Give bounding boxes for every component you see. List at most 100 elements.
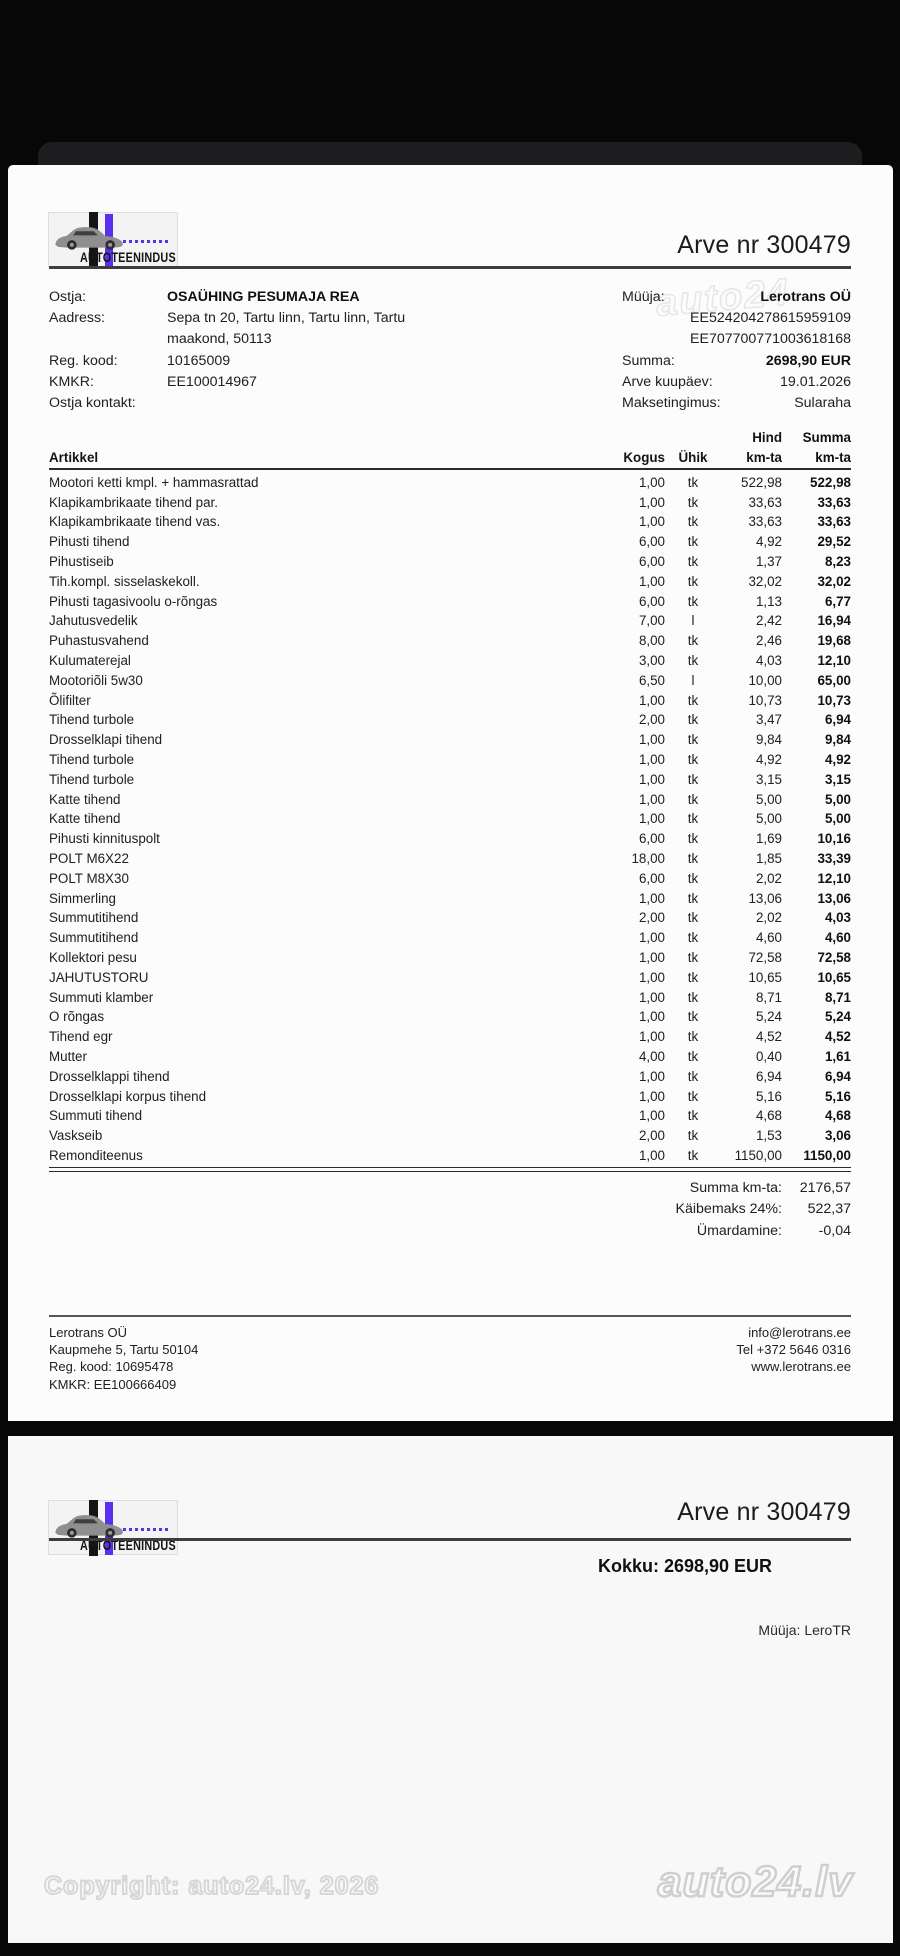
- cell-c5: 12,10: [817, 653, 851, 669]
- cell-c4: 33,63: [748, 514, 782, 530]
- table-row: Pihusti kinnituspolt 6,00 tk 1,69 10,16: [49, 829, 851, 849]
- table-row: Tih.kompl. sisselaskekoll. 1,00 tk 32,02 32,…: [49, 571, 851, 591]
- cell-c5: 10,73: [817, 692, 851, 708]
- cell-c2: 1,00: [638, 791, 665, 807]
- cell-c1: POLT M6X22: [49, 851, 129, 867]
- cell-c4: 3,15: [755, 771, 782, 787]
- table-row: Katte tihend 1,00 tk 5,00 5,00: [49, 809, 851, 829]
- table-row: Drosselklappi tihend 1,00 tk 6,94 6,94: [49, 1066, 851, 1086]
- buyer-row: maakond, 50113: [49, 329, 519, 350]
- seller-row: EE707700771003618168: [622, 329, 851, 350]
- cell-c2: 6,50: [638, 672, 665, 688]
- table-row: Tihend turbole 2,00 tk 3,47 6,94: [49, 710, 851, 730]
- cell-c1: Summuti tihend: [49, 1108, 143, 1124]
- table-row: Tihend turbole 1,00 tk 4,92 4,92: [49, 750, 851, 770]
- totals-value: 2176,57: [799, 1180, 851, 1196]
- seller-row: Arve kuupäev: 19.01.2026: [622, 372, 851, 393]
- buyer-value: maakond, 50113: [167, 331, 272, 348]
- table-row: Summutitihend 2,00 tk 2,02 4,03: [49, 908, 851, 928]
- cell-c5: 10,65: [817, 969, 851, 985]
- cell-c3: l: [691, 613, 695, 629]
- cell-c5: 32,02: [817, 573, 851, 589]
- cell-c4: 2,42: [755, 613, 782, 629]
- cell-c1: Mutter: [49, 1049, 87, 1064]
- cell-c2: 1,00: [638, 969, 665, 985]
- cell-c1: Vaskseib: [49, 1128, 103, 1144]
- cell-c1: Klapikambrikaate tihend par.: [49, 494, 218, 510]
- cell-c1: Drosselklapi korpus tihend: [49, 1088, 207, 1104]
- cell-c4: 2,46: [755, 633, 782, 649]
- footer-line: Kaupmehe 5, Tartu 50104: [49, 1342, 199, 1358]
- table-row: Pihusti tagasivoolu o-rõngas 6,00 tk 1,13 6,…: [49, 591, 851, 611]
- cell-c2: 1,00: [638, 950, 665, 966]
- cell-c5: 522,98: [810, 474, 851, 490]
- cell-c1: Puhastusvahend: [49, 633, 149, 649]
- cell-c5: 8,23: [824, 554, 851, 570]
- cell-c3: tk: [687, 514, 699, 530]
- cell-c4: 1,13: [755, 593, 782, 609]
- cell-c1: Simmerling: [49, 890, 116, 906]
- line-items-table: Hind Summa Artikkel Kogus Ühik km-ta km-…: [49, 427, 851, 1165]
- cell-c5: 3,06: [824, 1128, 851, 1144]
- cell-c5: 3,15: [824, 771, 851, 787]
- cell-c2: 6,00: [638, 554, 665, 570]
- invoice-number-title-page2: Arve nr 300479: [677, 1498, 851, 1526]
- cell-c2: 3,00: [638, 653, 665, 669]
- invoice-number-title: Arve nr 300479: [677, 231, 851, 259]
- cell-c1: Drosselklappi tihend: [49, 1068, 170, 1084]
- logo-brand-text: AUTOTEENINDUS: [80, 250, 176, 265]
- cell-c1: Tihend turbole: [49, 771, 135, 787]
- cell-c3: tk: [687, 1009, 699, 1025]
- cell-c5: 33,63: [817, 494, 851, 510]
- seller-row: EE524204278615959109: [622, 308, 851, 329]
- cell-c3: tk: [687, 534, 699, 550]
- table-row: Simmerling 1,00 tk 13,06 13,06: [49, 888, 851, 908]
- table-row: Pihusti tihend 6,00 tk 4,92 29,52: [49, 532, 851, 552]
- table-row: Kollektori pesu 1,00 tk 72,58 72,58: [49, 948, 851, 968]
- cell-c1: Summutitihend: [49, 910, 139, 926]
- cell-c1: Tih.kompl. sisselaskekoll.: [49, 573, 200, 589]
- footer-line: Reg. kood: 10695478: [49, 1359, 174, 1375]
- buyer-row: Reg. kood: 10165009: [49, 351, 519, 372]
- cell-c3: tk: [687, 692, 699, 708]
- cell-c4: 0,40: [755, 1049, 782, 1064]
- cell-c2: 1,00: [638, 1009, 665, 1025]
- cell-c2: 4,00: [638, 1049, 665, 1064]
- table-header-row-top: Hind Summa: [49, 427, 851, 447]
- cell-c5: 19,68: [817, 633, 851, 649]
- cell-c5: 5,24: [824, 1009, 851, 1025]
- cell-c1: Mootoriõli 5w30: [49, 672, 143, 688]
- footer-line: www.lerotrans.ee: [751, 1359, 851, 1375]
- buyer-row: Ostja: OSAÜHING PESUMAJA REA: [49, 287, 519, 308]
- autoteenindus-logo-page2: AUTOTEENINDUS: [48, 1500, 178, 1556]
- table-row: Õlifilter 1,00 tk 10,73 10,73: [49, 690, 851, 710]
- cell-c3: tk: [687, 1068, 699, 1084]
- table-row: Tihend turbole 1,00 tk 3,15 3,15: [49, 769, 851, 789]
- cell-c4: 8,71: [755, 989, 782, 1005]
- cell-c5: 1150,00: [803, 1147, 851, 1163]
- cell-c3: tk: [687, 831, 699, 847]
- footer-company-block: Lerotrans OÜ Kaupmehe 5, Tartu 50104 Reg. …: [49, 1324, 198, 1393]
- grand-total-line: Kokku: 2698,90 EUR: [597, 1556, 773, 1576]
- col-kogus: Kogus: [623, 449, 665, 465]
- totals-label: Summa km-ta:: [689, 1180, 782, 1196]
- footer-line: KMKR: EE100666409: [49, 1376, 177, 1392]
- cell-c2: 1,00: [638, 732, 665, 748]
- table-row: Drosselklapi tihend 1,00 tk 9,84 9,84: [49, 730, 851, 750]
- totals-value: 522,37: [807, 1201, 851, 1218]
- seller-value: 19.01.2026: [779, 373, 851, 390]
- totals-value: -0,04: [818, 1222, 851, 1239]
- cell-c1: Remonditeenus: [49, 1147, 143, 1163]
- buyer-value: Sepa tn 20, Tartu linn, Tartu linn, Tart…: [167, 310, 406, 327]
- cell-c4: 1150,00: [734, 1147, 782, 1163]
- header-divider: [49, 1538, 851, 1541]
- cell-c2: 1,00: [638, 514, 665, 530]
- cell-c5: 12,10: [817, 870, 851, 886]
- cell-c4: 3,47: [755, 712, 782, 728]
- cell-c2: 1,00: [638, 573, 665, 589]
- buyer-row: KMKR: EE100014967: [49, 372, 519, 393]
- cell-c3: tk: [687, 851, 699, 867]
- cell-c2: 1,00: [638, 1068, 665, 1084]
- cell-c4: 1,37: [755, 554, 782, 570]
- logo-brand-text: AUTOTEENINDUS: [80, 1538, 176, 1553]
